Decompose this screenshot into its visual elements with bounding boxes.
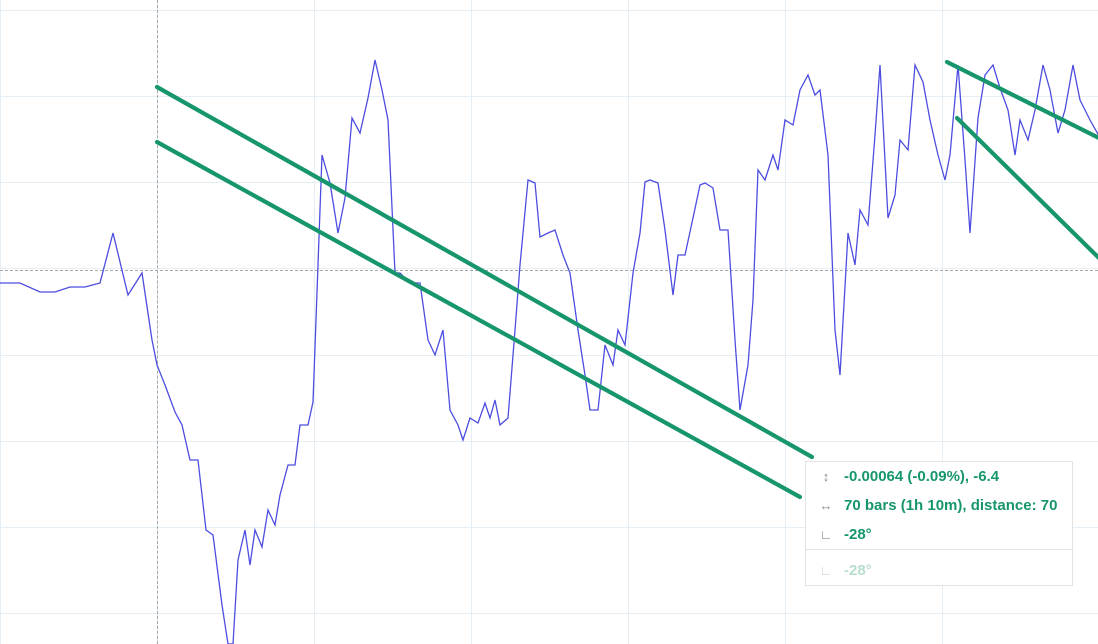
tooltip-height-label: -0.00064 (-0.09%), -6.4 — [844, 468, 999, 485]
trend-line-left-lower — [157, 142, 800, 497]
tooltip-row-height: ↕ -0.00064 (-0.09%), -6.4 — [806, 462, 1072, 491]
angle-icon: ∟ — [816, 563, 836, 578]
tooltip-row-angle: ∟ -28° — [806, 520, 1072, 549]
tooltip-bars-label: 70 bars (1h 10m), distance: 70 — [844, 497, 1057, 514]
angle-icon: ∟ — [816, 527, 836, 542]
ruler-horizontal-icon: ↔ — [816, 498, 836, 513]
measurement-tooltip: ↕ -0.00064 (-0.09%), -6.4 ↔ 70 bars (1h … — [805, 461, 1073, 550]
tooltip-angle-label-ghost: -28° — [844, 562, 872, 579]
tooltip-row-angle-ghost: ∟ -28° — [806, 556, 1072, 585]
chart-container: ↕ -0.00064 (-0.09%), -6.4 ↔ 70 bars (1h … — [0, 0, 1098, 644]
tooltip-angle-label: -28° — [844, 526, 872, 543]
ruler-vertical-icon: ↕ — [816, 469, 836, 484]
trend-line-left-upper — [157, 87, 812, 457]
tooltip-row-bars: ↔ 70 bars (1h 10m), distance: 70 — [806, 491, 1072, 520]
